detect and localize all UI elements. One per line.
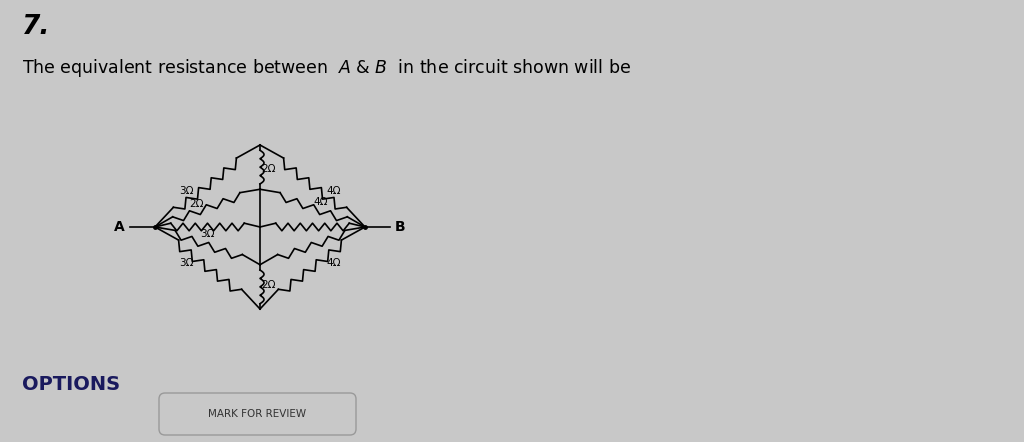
Text: OPTIONS: OPTIONS [22, 375, 120, 394]
Text: 2Ω: 2Ω [262, 280, 276, 290]
FancyBboxPatch shape [159, 393, 356, 435]
Text: 3Ω: 3Ω [201, 229, 215, 239]
Text: 4Ω: 4Ω [327, 186, 341, 196]
Text: MARK FOR REVIEW: MARK FOR REVIEW [209, 409, 306, 419]
Text: 2Ω: 2Ω [189, 198, 204, 209]
Text: 2Ω: 2Ω [262, 164, 276, 174]
Text: The equivalent resistance between  $A$ & $B$  in the circuit shown will be: The equivalent resistance between $A$ & … [22, 57, 631, 79]
Text: A: A [115, 220, 125, 234]
Text: 4Ω: 4Ω [327, 258, 341, 268]
Text: B: B [395, 220, 406, 234]
Text: 4Ω: 4Ω [313, 198, 328, 207]
Text: 3Ω: 3Ω [179, 186, 194, 196]
Text: 7.: 7. [22, 14, 50, 40]
Text: 3Ω: 3Ω [179, 258, 194, 268]
